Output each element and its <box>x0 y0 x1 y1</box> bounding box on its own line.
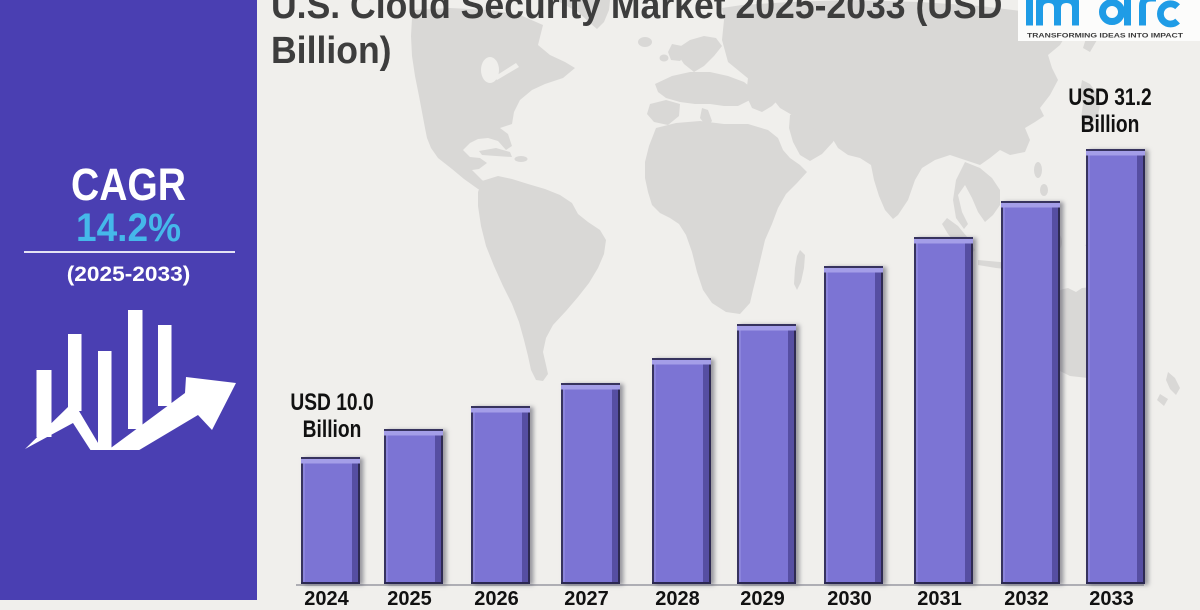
svg-text:TRANSFORMING IDEAS INTO IMPACT: TRANSFORMING IDEAS INTO IMPACT <box>1027 33 1183 40</box>
